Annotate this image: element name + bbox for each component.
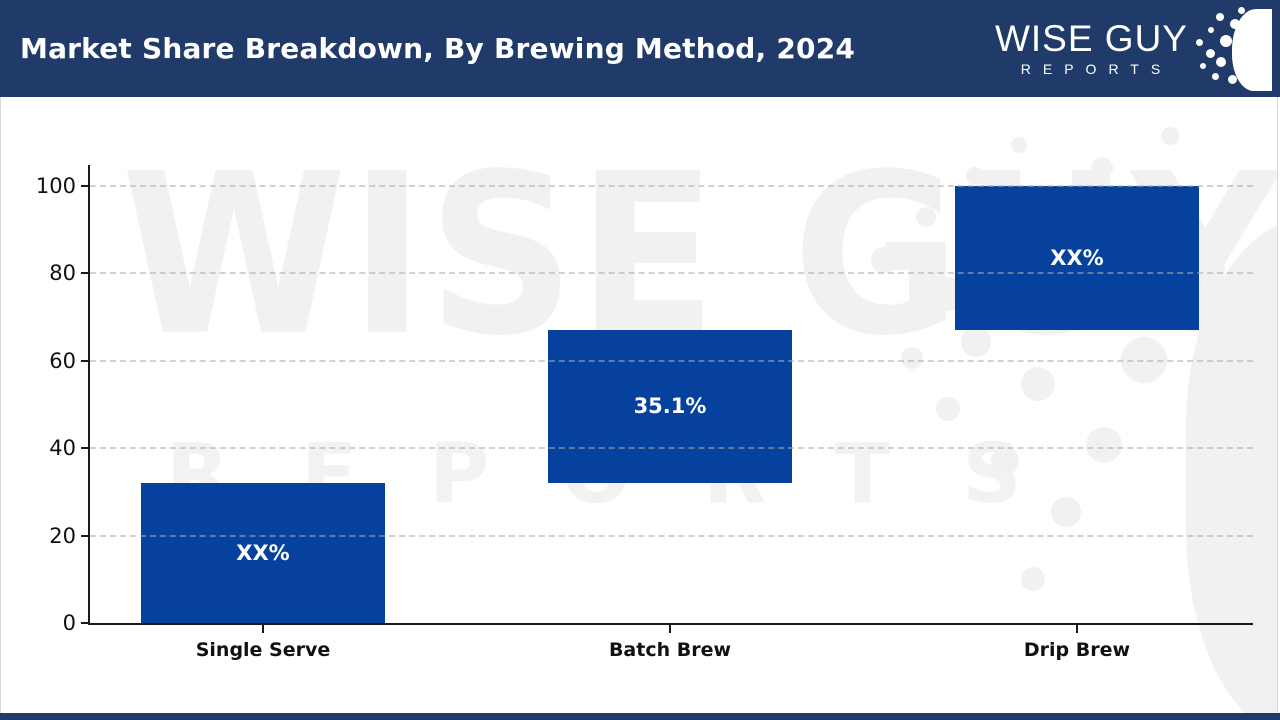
y-tick-20: [81, 534, 90, 537]
bar-value-label: 35.1%: [633, 394, 707, 419]
page-title: Market Share Breakdown, By Brewing Metho…: [20, 32, 856, 65]
gridline-20: [90, 534, 1253, 537]
y-tick-label-60: 60: [49, 348, 76, 373]
y-tick-60: [81, 359, 90, 362]
brand-text: WISE GUY REPORTS: [995, 20, 1188, 77]
brand-name: WISE GUY: [994, 18, 1188, 59]
brand-subtitle: REPORTS: [1020, 61, 1173, 77]
y-tick-100: [81, 185, 90, 187]
brand-logo: WISE GUY REPORTS: [995, 5, 1272, 93]
face-profile-shape: [1232, 8, 1272, 91]
x-category-label: Drip Brew: [1023, 639, 1131, 661]
y-tick-0: [81, 622, 90, 624]
bar-batch-brew: 35.1%: [548, 329, 792, 484]
header-bar: Market Share Breakdown, By Brewing Metho…: [0, 0, 1280, 97]
gridline-60: [90, 359, 1253, 362]
bar-value-label: XX%: [1050, 245, 1104, 270]
x-category-label: Batch Brew: [608, 639, 732, 661]
x-category-label: Single Serve: [195, 639, 331, 661]
bar-drip-brew: XX%: [955, 186, 1199, 330]
y-tick-label-20: 20: [49, 523, 76, 548]
x-axis-line: [88, 623, 1253, 625]
gridline-80: [90, 272, 1253, 275]
y-tick-label-100: 100: [35, 174, 76, 198]
y-tick-40: [81, 447, 90, 450]
y-axis-line: [88, 165, 90, 625]
footer-bar: [0, 713, 1280, 720]
y-tick-80: [81, 272, 90, 275]
x-tick-1: [669, 625, 671, 633]
x-tick-0: [262, 625, 264, 633]
dotted-face-logo-icon: [1194, 5, 1272, 93]
gridline-40: [90, 447, 1253, 450]
bar-single-serve: XX%: [141, 483, 385, 623]
bar-chart: XX% 35.1% XX% 0 20 40 60 80 100 Single Serve Batch…: [0, 97, 1280, 713]
gridline-100: [90, 185, 1253, 187]
y-tick-label-80: 80: [49, 261, 76, 286]
x-tick-2: [1076, 625, 1078, 633]
y-tick-label-0: 0: [62, 611, 76, 635]
y-tick-label-40: 40: [49, 436, 76, 461]
bar-value-label: XX%: [236, 541, 290, 566]
